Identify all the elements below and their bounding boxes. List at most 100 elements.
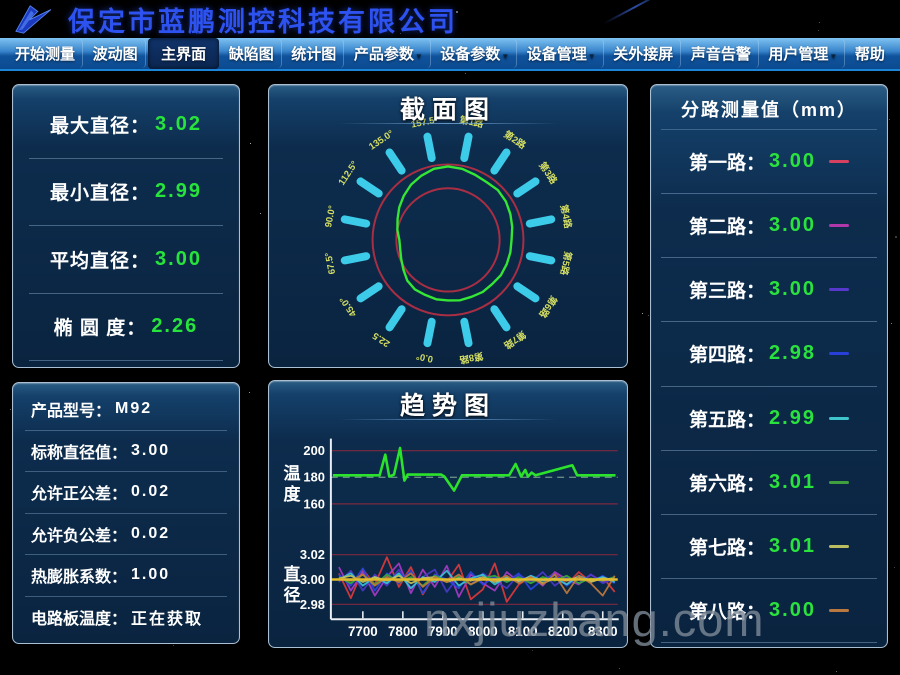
diameter-axis-label: 直径 <box>283 565 301 606</box>
svg-text:8100: 8100 <box>508 624 538 639</box>
parameter-label: 允许负公差： <box>31 527 128 545</box>
parameter-label: 标称直径值： <box>31 444 128 462</box>
svg-text:22.5: 22.5 <box>370 331 391 350</box>
svg-text:0.0°: 0.0° <box>415 351 434 365</box>
cross-section-title: 截面图 <box>399 96 496 124</box>
menu-item-user-manage[interactable]: 用户管理▼ <box>761 39 846 68</box>
channel-row: 第七路： 3.01 <box>661 515 877 579</box>
channel-value: 3.00 <box>769 278 816 301</box>
channel-value: 3.00 <box>769 214 816 237</box>
measurement-label: 椭 圆 度： <box>53 318 147 340</box>
svg-text:180: 180 <box>303 470 325 485</box>
company-logo-icon <box>15 5 52 34</box>
menu-item-external-screen[interactable]: 关外接屏 <box>606 39 682 68</box>
svg-text:200: 200 <box>303 443 325 458</box>
svg-text:7900: 7900 <box>428 624 458 639</box>
measurement-value: 3.00 <box>155 247 202 270</box>
menu-item-main-screen[interactable]: 主界面 <box>148 38 220 69</box>
parameter-label: 电路板温度： <box>31 610 128 628</box>
parameter-row: 热膨胀系数： 1.00 <box>25 555 227 597</box>
channel-row: 第三路： 3.00 <box>661 258 877 323</box>
svg-text:第4路: 第4路 <box>559 203 575 229</box>
menu-item-sound-alarm[interactable]: 声音告警 <box>684 39 759 68</box>
menu-item-device-manage[interactable]: 设备管理▼ <box>520 39 604 68</box>
measurement-value: 2.26 <box>151 315 199 338</box>
svg-text:第7路: 第7路 <box>502 329 529 352</box>
svg-text:2.98: 2.98 <box>300 597 325 612</box>
channel-label: 第七路： <box>689 537 766 559</box>
svg-text:7700: 7700 <box>348 624 378 639</box>
channel-color-swatch <box>828 288 849 292</box>
channel-row: 第八路： 3.00 <box>661 579 877 643</box>
cross-section-panel: 截面图 第4路 第3路 第2路 第1路 157.5° 135.0° 112.5° 90.0° 6… <box>268 84 628 368</box>
channel-row: 第五路： 2.99 <box>661 387 877 451</box>
channel-value: 3.01 <box>769 534 816 557</box>
channel-values-panel: 分路测量值（mm） 第一路： 3.00 第二路： 3.00 第三路： 3.00 … <box>650 84 888 648</box>
menu-item-defect-chart[interactable]: 缺陷图 <box>222 39 282 68</box>
parameter-label: 产品型号： <box>31 403 112 421</box>
svg-text:第6路: 第6路 <box>537 294 560 321</box>
channel-row: 第四路： 2.98 <box>661 322 877 387</box>
channel-label: 第六路： <box>689 473 766 495</box>
svg-text:45.0°: 45.0° <box>337 295 359 320</box>
dropdown-arrow-icon: ▼ <box>829 52 838 61</box>
channel-color-swatch <box>828 480 849 484</box>
parameter-row: 标称直径值： 3.00 <box>25 431 227 472</box>
menu-item-help[interactable]: 帮助 <box>854 46 885 63</box>
measurement-label: 平均直径： <box>50 250 151 272</box>
title-underline <box>339 123 557 124</box>
trend-plot: 200 180 160 3.02 3.00 2.98 7700 7800 7900 8000 810… <box>300 438 619 639</box>
company-title: 保定市蓝鹏测控科技有限公司 <box>68 6 458 37</box>
measurement-row: 最小直径： 2.99 <box>29 159 223 226</box>
parameter-value: 0.02 <box>131 483 171 501</box>
svg-text:7800: 7800 <box>388 624 418 639</box>
menu-item-product-params[interactable]: 产品参数▼ <box>347 39 431 68</box>
measurement-row: 最大直径： 3.02 <box>29 91 223 159</box>
parameter-value: 正在获取 <box>131 610 204 628</box>
svg-text:3.00: 3.00 <box>300 572 325 587</box>
channel-color-swatch <box>828 224 849 228</box>
svg-text:第3路: 第3路 <box>537 160 560 187</box>
svg-text:135.0°: 135.0° <box>366 127 395 151</box>
svg-text:8300: 8300 <box>588 624 618 639</box>
channel-panel-title: 分路测量值（mm） <box>661 89 877 130</box>
channel-value: 3.00 <box>769 598 816 621</box>
measurement-value: 2.99 <box>155 180 202 203</box>
svg-text:第8路: 第8路 <box>458 350 484 366</box>
menu-item-device-params[interactable]: 设备参数▼ <box>433 39 518 68</box>
channel-value: 2.99 <box>769 406 816 429</box>
title-underline <box>339 419 557 420</box>
measurement-value: 3.02 <box>155 112 202 135</box>
svg-text:第1路: 第1路 <box>459 114 485 130</box>
channel-label: 第五路： <box>689 409 766 431</box>
title-bar: 保定市蓝鹏测控科技有限公司 <box>0 0 900 38</box>
channel-row: 第一路： 3.00 <box>661 130 877 195</box>
parameter-row: 电路板温度： 正在获取 <box>25 597 227 638</box>
parameter-value: M92 <box>115 400 153 418</box>
menu-item-stats-chart[interactable]: 统计图 <box>284 39 345 68</box>
measurement-summary-panel: 最大直径： 3.02 最小直径： 2.99 平均直径： 3.00 椭 圆 度： … <box>12 84 240 368</box>
channel-color-swatch <box>828 352 849 356</box>
trend-chart-panel: 趋势图 温度 直径 200 180 160 3.02 3.00 2.98 7700 7800 7… <box>268 380 628 648</box>
channel-value: 3.01 <box>769 470 816 493</box>
product-parameters-panel: 产品型号： M92 标称直径值： 3.00 允许正公差： 0.02 允许负公差：… <box>12 382 240 644</box>
svg-text:90.0°: 90.0° <box>322 204 337 228</box>
dropdown-arrow-icon: ▼ <box>501 52 510 61</box>
svg-text:第2路: 第2路 <box>502 128 529 151</box>
watermark: nxjiuzhang.com <box>424 593 765 646</box>
measurement-label: 最小直径： <box>50 183 151 205</box>
svg-text:8000: 8000 <box>468 624 498 639</box>
measurement-label: 最大直径： <box>50 115 151 137</box>
parameter-value: 0.02 <box>131 524 171 542</box>
channel-color-swatch <box>828 160 849 164</box>
measurement-row: 平均直径： 3.00 <box>29 226 223 294</box>
channel-color-swatch <box>828 544 849 548</box>
channel-label: 第一路： <box>689 153 766 175</box>
svg-text:3.02: 3.02 <box>300 547 325 562</box>
channel-row: 第六路： 3.01 <box>661 451 877 515</box>
menu-item-wave-chart[interactable]: 波动图 <box>86 39 146 68</box>
dropdown-arrow-icon: ▼ <box>587 52 596 61</box>
menu-item-start-measure[interactable]: 开始测量 <box>8 39 84 68</box>
